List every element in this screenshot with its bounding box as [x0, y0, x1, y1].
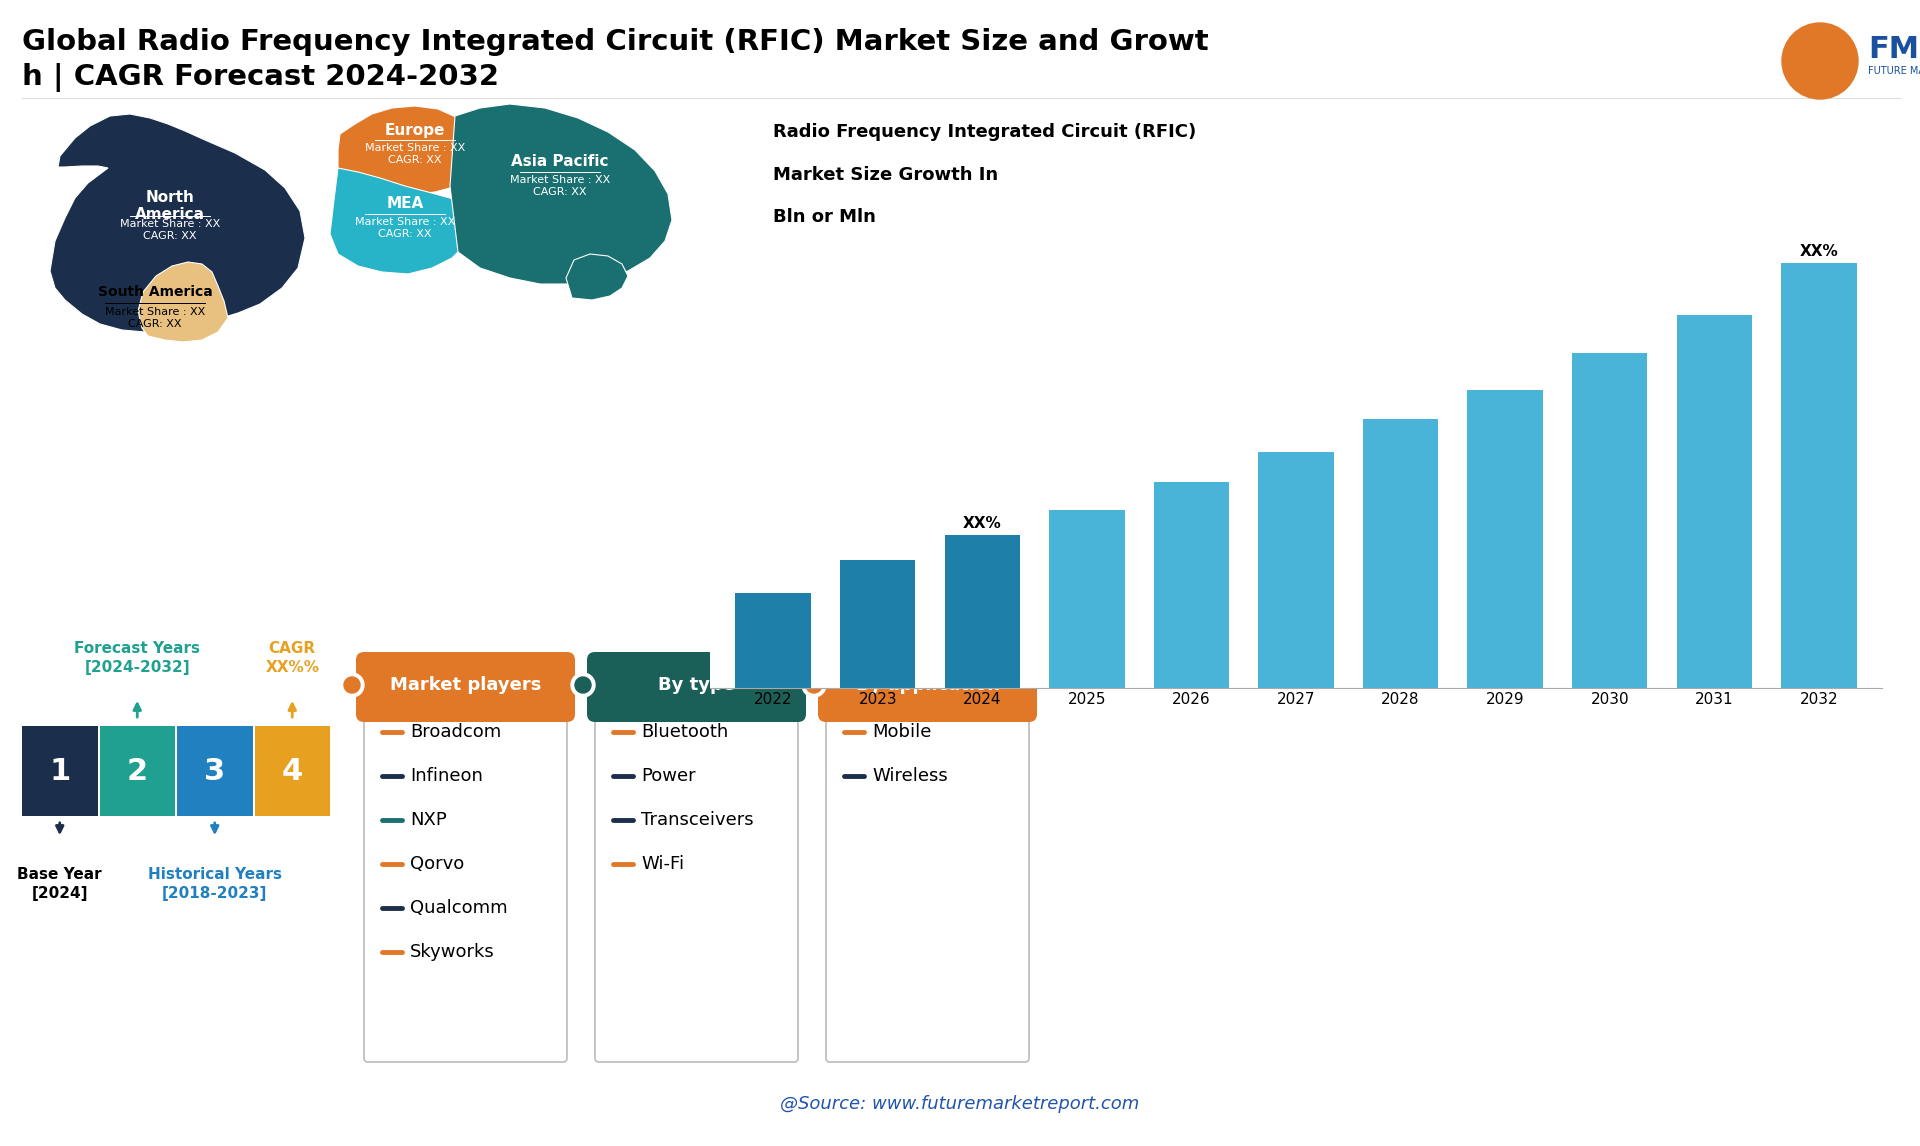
- Text: Global Radio Frequency Integrated Circuit (RFIC) Market Size and Growt: Global Radio Frequency Integrated Circui…: [21, 28, 1208, 56]
- Polygon shape: [138, 262, 228, 342]
- Bar: [1572, 353, 1647, 688]
- FancyBboxPatch shape: [595, 664, 799, 1062]
- Text: Base Year
[2024]: Base Year [2024]: [17, 866, 102, 902]
- Text: 1: 1: [50, 756, 71, 785]
- Bar: [1154, 482, 1229, 688]
- Polygon shape: [566, 254, 628, 300]
- Text: 4: 4: [282, 756, 303, 785]
- Polygon shape: [330, 168, 472, 274]
- Text: Market Share : XX: Market Share : XX: [106, 307, 205, 317]
- Bar: [841, 560, 916, 688]
- FancyBboxPatch shape: [355, 652, 574, 722]
- Text: Market Share : XX: Market Share : XX: [365, 143, 465, 154]
- Text: Market Share : XX: Market Share : XX: [355, 217, 455, 227]
- Text: Power: Power: [641, 767, 695, 785]
- Bar: [1676, 315, 1751, 688]
- Text: Qorvo: Qorvo: [411, 855, 465, 873]
- Text: Broadcom: Broadcom: [411, 723, 501, 741]
- Text: Market players: Market players: [390, 676, 541, 694]
- Polygon shape: [449, 104, 672, 284]
- Bar: [1048, 510, 1125, 688]
- Polygon shape: [338, 105, 484, 194]
- Polygon shape: [50, 113, 305, 332]
- Text: Wireless: Wireless: [872, 767, 948, 785]
- Text: Bluetooth: Bluetooth: [641, 723, 728, 741]
- Text: Market Share : XX: Market Share : XX: [119, 219, 221, 229]
- Text: NXP: NXP: [411, 811, 447, 829]
- Text: h | CAGR Forecast 2024-2032: h | CAGR Forecast 2024-2032: [21, 63, 499, 92]
- Bar: [177, 727, 253, 816]
- FancyBboxPatch shape: [826, 664, 1029, 1062]
- Text: CAGR: XX: CAGR: XX: [378, 229, 432, 240]
- Text: Market Share : XX: Market Share : XX: [511, 175, 611, 185]
- Text: Radio Frequency Integrated Circuit (RFIC): Radio Frequency Integrated Circuit (RFIC…: [774, 123, 1196, 141]
- Text: CAGR: XX: CAGR: XX: [534, 187, 588, 197]
- Text: Bln or Mln: Bln or Mln: [774, 207, 876, 226]
- Text: 2: 2: [127, 756, 148, 785]
- FancyBboxPatch shape: [365, 664, 566, 1062]
- Bar: [1782, 264, 1857, 688]
- Text: Infineon: Infineon: [411, 767, 482, 785]
- Text: South America: South America: [98, 285, 213, 299]
- Text: Wi-Fi: Wi-Fi: [641, 855, 684, 873]
- Text: Asia Pacific: Asia Pacific: [511, 155, 609, 170]
- Text: XX%: XX%: [1799, 244, 1837, 259]
- Bar: [100, 727, 175, 816]
- Bar: [21, 727, 98, 816]
- Text: Qualcomm: Qualcomm: [411, 898, 507, 917]
- Text: Europe: Europe: [384, 123, 445, 138]
- Text: CAGR
XX%%: CAGR XX%%: [265, 641, 319, 675]
- Bar: [1363, 418, 1438, 688]
- Bar: [1258, 452, 1334, 688]
- Text: By application: By application: [856, 676, 1000, 694]
- Bar: [945, 535, 1020, 688]
- FancyBboxPatch shape: [588, 652, 806, 722]
- Bar: [735, 594, 810, 688]
- Bar: [255, 727, 330, 816]
- FancyBboxPatch shape: [818, 652, 1037, 722]
- Text: Market Size Growth In: Market Size Growth In: [774, 165, 998, 183]
- Text: Skyworks: Skyworks: [411, 943, 495, 961]
- Circle shape: [806, 677, 822, 693]
- Text: @Source: www.futuremarketreport.com: @Source: www.futuremarketreport.com: [780, 1094, 1140, 1113]
- Text: North
America: North America: [134, 190, 205, 222]
- Circle shape: [340, 673, 365, 697]
- Text: CAGR: XX: CAGR: XX: [388, 155, 442, 165]
- Text: Forecast Years
[2024-2032]: Forecast Years [2024-2032]: [75, 641, 200, 675]
- Text: XX%: XX%: [964, 516, 1002, 531]
- Text: FUTURE MARKET REPORT: FUTURE MARKET REPORT: [1868, 66, 1920, 76]
- Text: By type: By type: [659, 676, 735, 694]
- Text: FMR: FMR: [1868, 36, 1920, 64]
- Text: CAGR: XX: CAGR: XX: [144, 231, 196, 241]
- Text: Mobile: Mobile: [872, 723, 931, 741]
- Text: MEA: MEA: [386, 196, 424, 212]
- Circle shape: [344, 677, 361, 693]
- Circle shape: [1782, 23, 1859, 99]
- Text: CAGR: XX: CAGR: XX: [129, 319, 182, 329]
- Text: Historical Years
[2018-2023]: Historical Years [2018-2023]: [148, 866, 282, 902]
- Circle shape: [803, 673, 826, 697]
- Circle shape: [574, 677, 591, 693]
- Text: Transceivers: Transceivers: [641, 811, 755, 829]
- Circle shape: [570, 673, 595, 697]
- Text: 3: 3: [204, 756, 225, 785]
- Bar: [1467, 391, 1544, 688]
